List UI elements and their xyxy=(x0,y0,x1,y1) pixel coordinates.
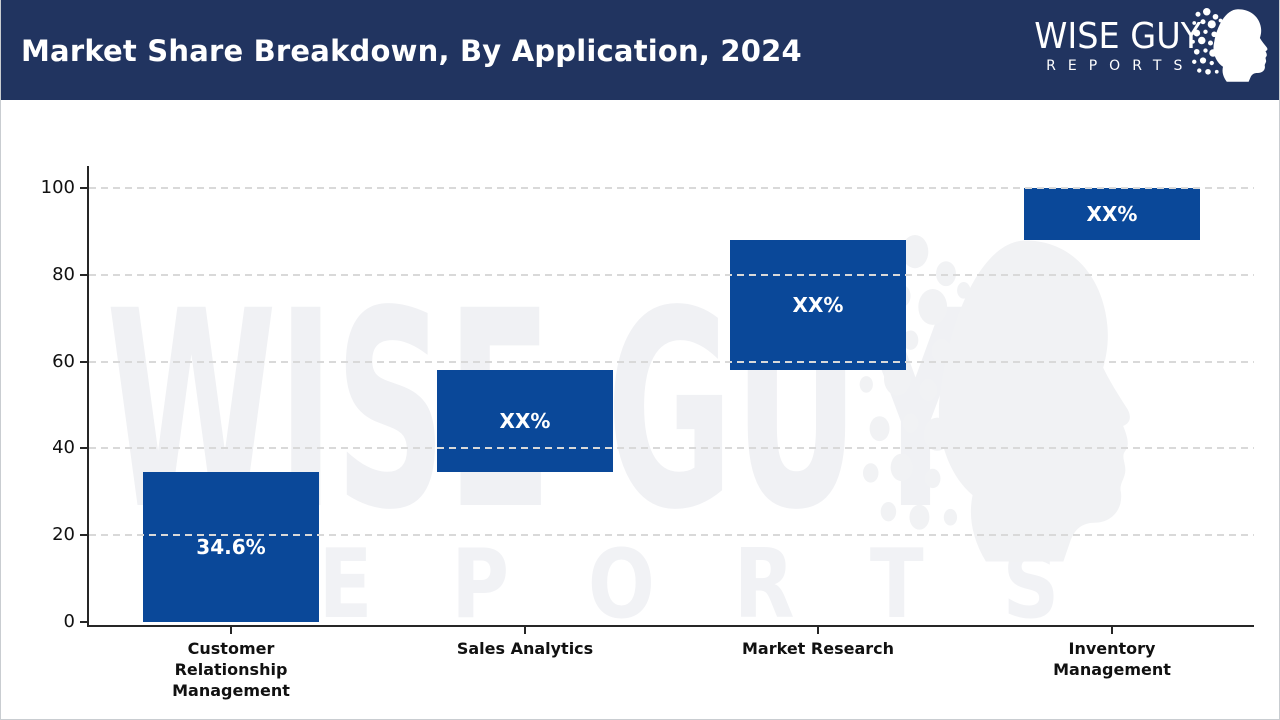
bar-value-label: 34.6% xyxy=(196,534,266,559)
x-axis-tick xyxy=(1111,627,1113,634)
bar-sales-analytics: XX% xyxy=(437,370,613,472)
x-axis-tick xyxy=(230,627,232,634)
bar-value-label: XX% xyxy=(792,293,844,318)
x-axis-tick xyxy=(524,627,526,634)
bar-value-label: XX% xyxy=(1086,202,1138,227)
gridline xyxy=(89,534,1254,537)
x-category-label: Inventory Management xyxy=(1053,639,1171,679)
logo-subtitle: REPORTS xyxy=(1046,57,1195,74)
y-axis-tick-label: 100 xyxy=(40,177,75,198)
bar-customer-relationship-management: 34.6% xyxy=(143,471,319,622)
y-axis-tick-label: 80 xyxy=(52,263,75,285)
y-axis-tick-label: 60 xyxy=(52,350,75,372)
y-axis-tick xyxy=(80,534,88,537)
y-axis-tick xyxy=(80,187,88,189)
gridline xyxy=(89,187,1254,189)
x-category-label: Market Research xyxy=(742,639,894,658)
gridline xyxy=(89,273,1254,276)
y-axis-tick-label: 20 xyxy=(52,524,75,546)
y-axis-line xyxy=(87,166,89,627)
x-axis-tick xyxy=(817,627,819,634)
bar-market-research: XX% xyxy=(730,240,906,371)
header: Market Share Breakdown, By Application, … xyxy=(1,0,1279,100)
logo-text: WISE GUY REPORTS xyxy=(1028,17,1208,74)
y-axis-tick xyxy=(80,621,88,623)
y-axis-tick xyxy=(80,447,88,450)
watermark-subtitle: REPORTS xyxy=(179,530,1139,640)
gridline xyxy=(89,447,1254,450)
chart-title: Market Share Breakdown, By Application, … xyxy=(21,34,802,68)
y-axis-tick-label: 0 xyxy=(63,611,75,632)
bar-value-label: XX% xyxy=(499,409,551,434)
x-category-label: Sales Analytics xyxy=(456,639,594,658)
y-axis-tick-label: 40 xyxy=(52,437,75,459)
logo-wordmark: WISE GUY xyxy=(1033,16,1201,58)
chart-area: WISE GUY REPORTS 34.6% XX% XX% XX% 0 20 40 60 80… xyxy=(1,100,1279,719)
gridline xyxy=(89,360,1254,363)
x-axis-line xyxy=(87,625,1254,627)
y-axis-tick xyxy=(80,273,88,276)
x-category-label: Customer Relationship Management xyxy=(172,639,290,700)
y-axis-tick xyxy=(80,360,88,363)
bar-inventory-management: XX% xyxy=(1024,188,1200,241)
wiseguy-logo: WISE GUY REPORTS xyxy=(1028,8,1278,83)
